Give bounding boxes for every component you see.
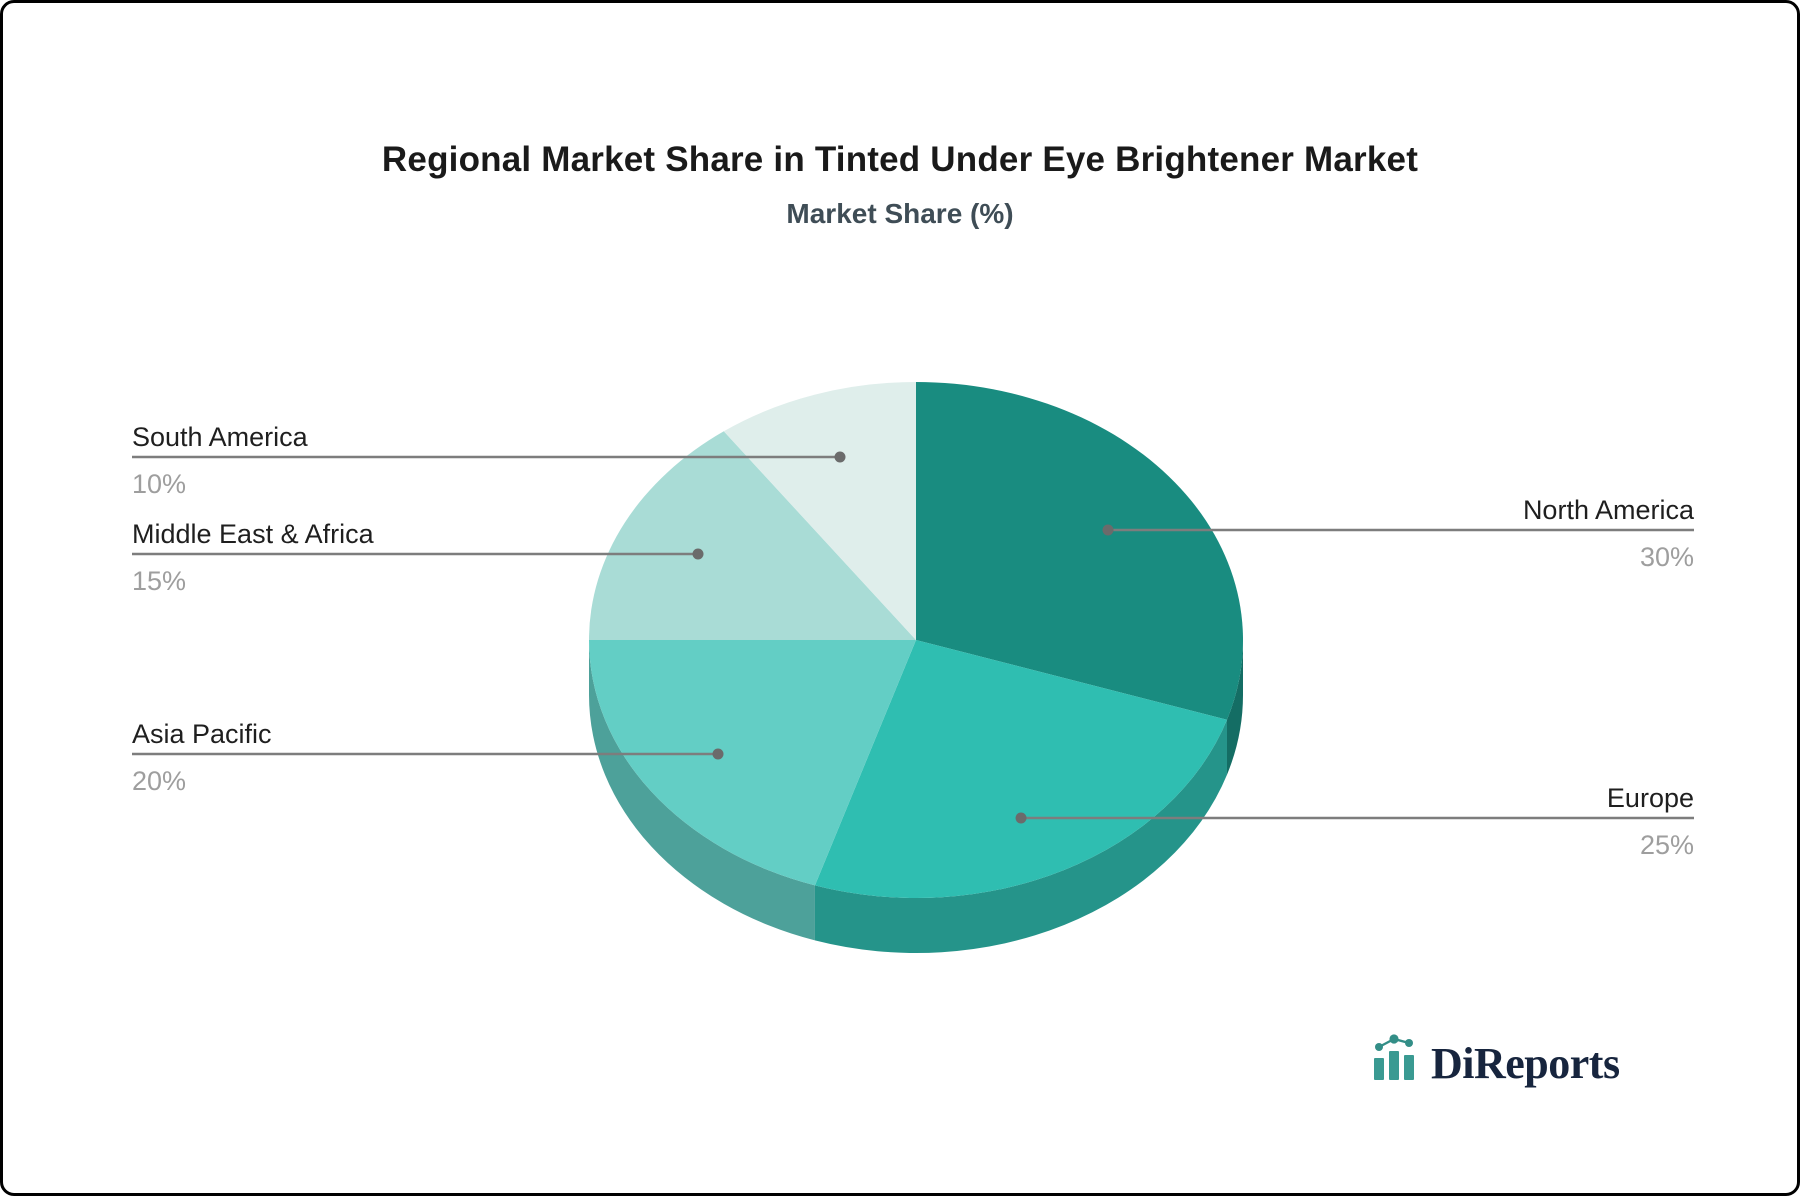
slice-label-middle-east-and-africa: Middle East & Africa	[132, 519, 375, 549]
slice-label-asia-pacific: Asia Pacific	[132, 719, 272, 749]
pie-3d-sides	[589, 640, 1243, 953]
bar-chart-logo-icon	[1374, 1034, 1414, 1080]
slice-value-europe: 25%	[1640, 830, 1694, 860]
logo: DiReports	[1372, 1032, 1620, 1088]
slice-labels: North America 30% Europe 25% Asia Pacific 20%…	[132, 422, 1695, 860]
leader-lines	[132, 451, 1694, 824]
slice-value-middle-east-and-africa: 15%	[132, 566, 186, 596]
pie-slice-asia-pacific[interactable]	[589, 640, 916, 886]
leader-dot-south-america	[834, 451, 846, 463]
slice-label-europe: Europe	[1607, 783, 1694, 813]
slice-value-south-america: 10%	[132, 469, 186, 499]
leader-dot-europe	[1015, 812, 1027, 824]
pie-slice-middle-east-and-africa[interactable]	[589, 431, 916, 640]
pie-slice-north-america[interactable]	[916, 382, 1243, 720]
slice-value-asia-pacific: 20%	[132, 766, 186, 796]
slice-value-north-america: 30%	[1640, 542, 1694, 572]
chart-title: Regional Market Share in Tinted Under Ey…	[381, 140, 1419, 179]
pie-slice-europe[interactable]	[814, 640, 1227, 898]
chart-subtitle: Market Share (%)	[786, 198, 1014, 229]
leader-dot-middle-east-and-africa	[692, 548, 704, 560]
pie-slice-side-asia-pacific	[589, 640, 815, 941]
pie-slice-south-america[interactable]	[723, 382, 916, 640]
logo-text: DiReports	[1431, 1038, 1620, 1088]
leader-dot-asia-pacific	[712, 748, 724, 760]
pie-slices	[589, 382, 1243, 898]
pie-slice-side-europe	[814, 719, 1227, 953]
pie-slice-side-north-america	[1226, 640, 1243, 775]
slice-label-south-america: South America	[132, 422, 309, 452]
leader-dot-north-america	[1102, 524, 1114, 536]
slice-label-north-america: North America	[1523, 495, 1695, 525]
